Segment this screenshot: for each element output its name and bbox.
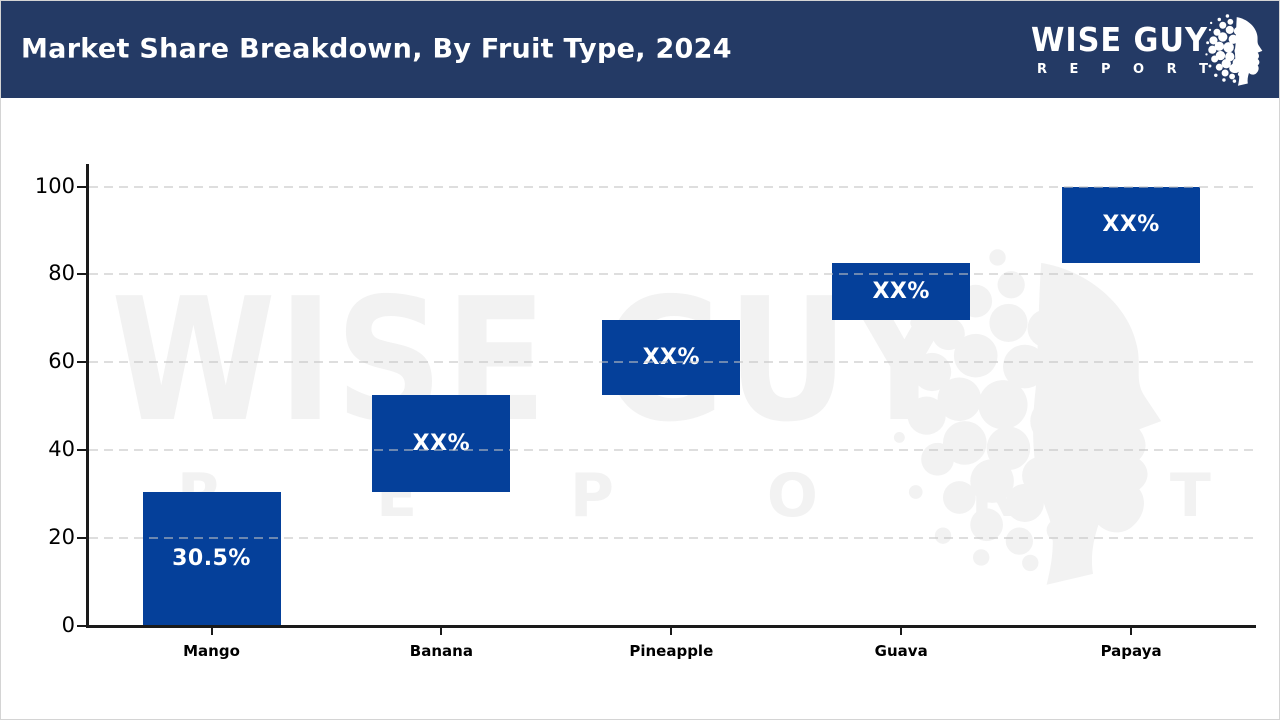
y-tick-label: 20 <box>48 524 75 549</box>
x-axis <box>86 625 1256 628</box>
y-tick-label: 0 <box>61 612 75 637</box>
logo-brand-text: WISE GUY <box>1031 20 1208 59</box>
y-tick-label: 40 <box>48 436 75 461</box>
logo-sub-text: R E P O R T S <box>1037 62 1249 77</box>
bar-value-label: XX% <box>642 345 701 371</box>
y-tick <box>77 624 86 627</box>
bar-value-label: XX% <box>1102 212 1160 238</box>
bar-value-label: XX% <box>872 279 930 305</box>
x-tick <box>440 628 443 635</box>
gridline <box>89 361 1256 364</box>
x-axis-label: Pineapple <box>629 642 714 660</box>
x-axis-label: Guava <box>874 642 928 660</box>
y-tick-label: 60 <box>48 349 75 374</box>
bar: XX% <box>602 320 741 396</box>
y-tick <box>77 361 86 364</box>
bar-value-label: 30.5% <box>172 546 251 572</box>
bar: XX% <box>1062 186 1201 264</box>
x-tick <box>900 628 903 635</box>
gridline <box>89 448 1256 451</box>
x-tick <box>1130 628 1133 635</box>
y-tick <box>77 273 86 276</box>
y-tick <box>77 448 86 451</box>
logo-text: WISE GUY R E P O R T S <box>1031 20 1249 77</box>
x-axis-label: Papaya <box>1100 642 1162 660</box>
bar-value-label: XX% <box>412 430 471 456</box>
x-axis-label: Mango <box>183 642 240 660</box>
gridline <box>89 185 1256 188</box>
x-tick <box>670 628 673 635</box>
wise-guy-logo: WISE GUY R E P O R T S <box>1031 7 1267 93</box>
x-tick <box>210 628 213 635</box>
y-tick-label: 80 <box>48 261 75 286</box>
logo-head-icon <box>1203 9 1267 91</box>
gridline <box>89 536 1256 539</box>
bar: XX% <box>372 395 511 492</box>
bar: XX% <box>832 263 971 321</box>
y-axis <box>86 164 89 628</box>
page-title: Market Share Breakdown, By Fruit Type, 2… <box>21 32 732 64</box>
y-tick-label: 100 <box>34 173 75 198</box>
gridline <box>89 273 1256 276</box>
x-axis-label: Banana <box>409 642 473 660</box>
y-tick <box>77 536 86 539</box>
y-tick <box>77 185 86 188</box>
header: Market Share Breakdown, By Fruit Type, 2… <box>1 1 1279 98</box>
bar: 30.5% <box>142 491 281 626</box>
